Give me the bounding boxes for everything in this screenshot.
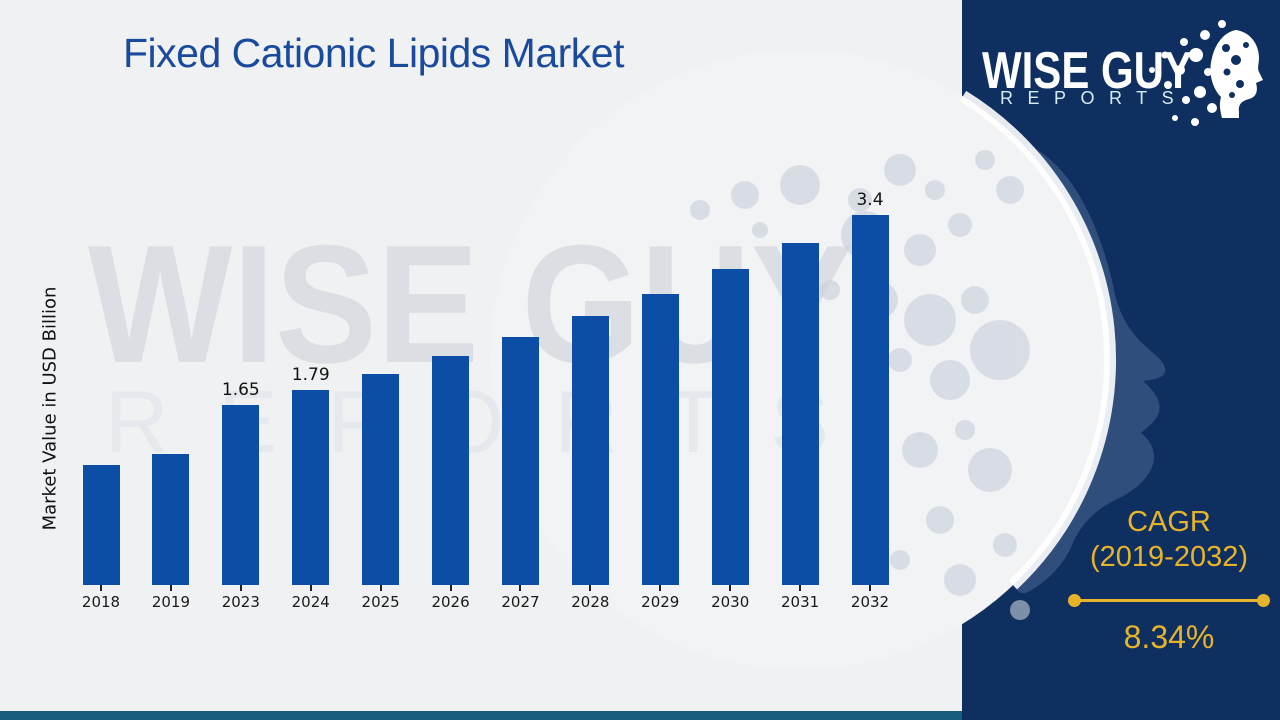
logo-head-dots [1222, 42, 1249, 98]
x-tick-label: 2032 [850, 593, 890, 611]
cagr-divider-dot-right [1257, 594, 1270, 608]
bar-2018 [82, 465, 120, 585]
bar-value-label: 1.65 [221, 380, 260, 401]
y-axis-label: Market Value in USD Billion [39, 286, 61, 531]
cagr-divider-line [1074, 599, 1264, 603]
logo-head-icon [1210, 30, 1263, 118]
x-tick-label: 2027 [501, 593, 540, 611]
bar-2028 [571, 316, 609, 585]
cagr-range: (2019-2032) [1090, 541, 1248, 574]
x-tick-label: 2026 [431, 593, 470, 611]
cagr-divider [1068, 593, 1270, 608]
x-axis-tick [659, 585, 662, 591]
bar-2032 [851, 215, 889, 585]
x-axis-tick [379, 585, 382, 591]
x-axis-tick [239, 585, 242, 591]
x-tick-label: 2025 [361, 593, 400, 611]
x-axis-tick [309, 585, 312, 591]
x-axis-tick [449, 585, 452, 591]
logo: WISE GUY REPORTS [982, 20, 1263, 126]
logo-subtitle: REPORTS [1000, 88, 1188, 108]
x-tick-label: 2019 [151, 593, 190, 611]
x-axis-tick [519, 585, 522, 591]
cagr-block: CAGR (2019-2032) 8.34% [1062, 506, 1276, 656]
bubble-circle-rim [959, 90, 1117, 590]
bar-2019 [152, 454, 190, 585]
x-tick-label: 2031 [781, 593, 820, 611]
bar-value-label: 3.4 [856, 190, 884, 210]
bar-2027 [501, 336, 539, 585]
bar-value-label: 1.79 [291, 365, 330, 386]
x-tick-label: 2028 [571, 593, 610, 611]
bar-2026 [432, 356, 470, 585]
logo-dissolve-dots [1149, 20, 1226, 126]
bar-2024 [292, 390, 330, 585]
cagr-value: 8.34% [1123, 619, 1215, 656]
x-tick-label: 2024 [291, 593, 330, 611]
x-tick-label: 2018 [81, 593, 121, 611]
bar-2023 [222, 405, 260, 585]
x-tick-label: 2029 [641, 593, 680, 611]
cagr-label: CAGR [1127, 506, 1211, 538]
footer-strip [0, 711, 1280, 720]
x-axis-tick [100, 585, 102, 591]
x-axis-tick [169, 585, 172, 591]
x-tick-label: 2023 [221, 593, 260, 611]
bar-2031 [781, 243, 819, 585]
x-tick-label: 2030 [711, 593, 750, 611]
x-axis-tick [799, 585, 802, 591]
bar-2029 [641, 294, 679, 585]
bar-2025 [362, 373, 400, 585]
x-axis-tick [869, 585, 871, 591]
x-axis-tick [729, 585, 732, 591]
page-title: Fixed Cationic Lipids Market [123, 30, 624, 76]
logo-wordmark: WISE GUY [982, 42, 1192, 100]
bar-2030 [711, 269, 749, 585]
x-axis-tick [589, 585, 592, 591]
